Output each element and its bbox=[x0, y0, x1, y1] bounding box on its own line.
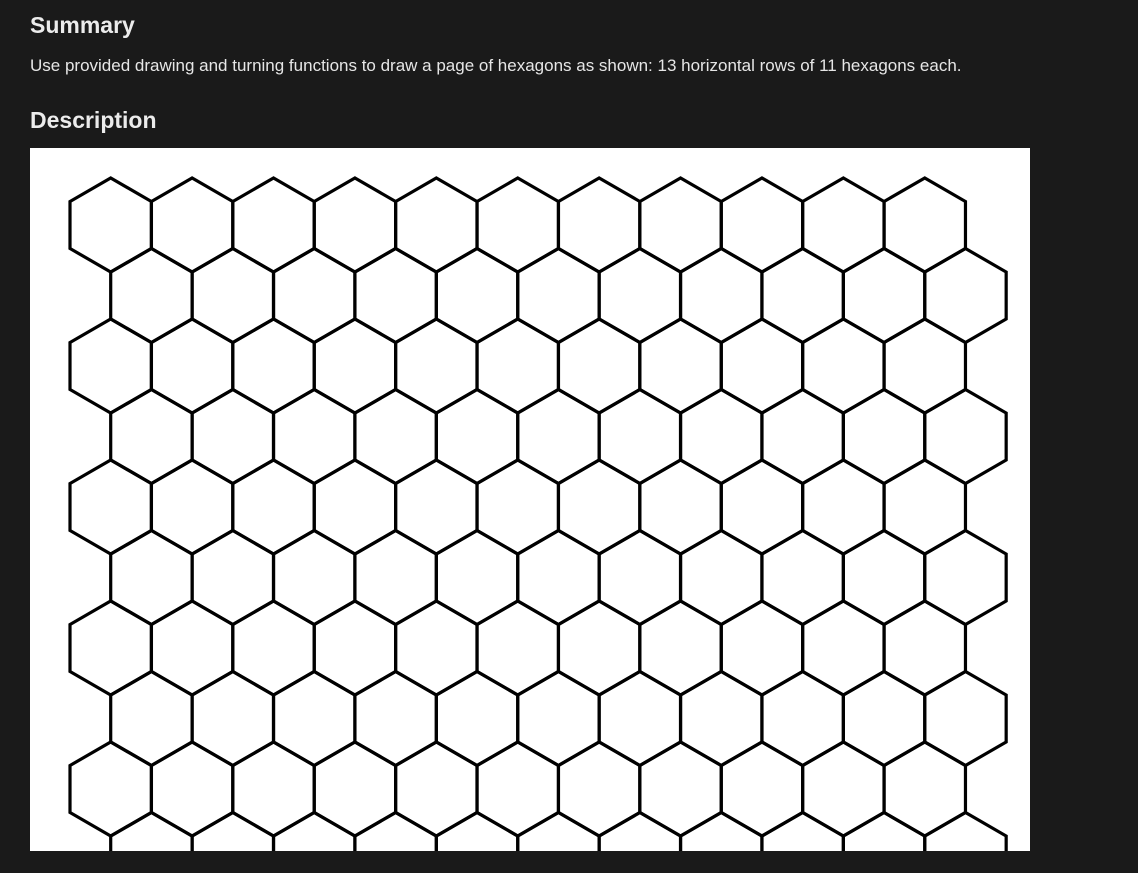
summary-heading: Summary bbox=[30, 12, 1108, 39]
summary-text: Use provided drawing and turning functio… bbox=[30, 53, 1050, 79]
description-heading: Description bbox=[30, 107, 1108, 134]
hexagon-figure bbox=[30, 148, 1030, 851]
problem-page: Summary Use provided drawing and turning… bbox=[0, 0, 1138, 851]
